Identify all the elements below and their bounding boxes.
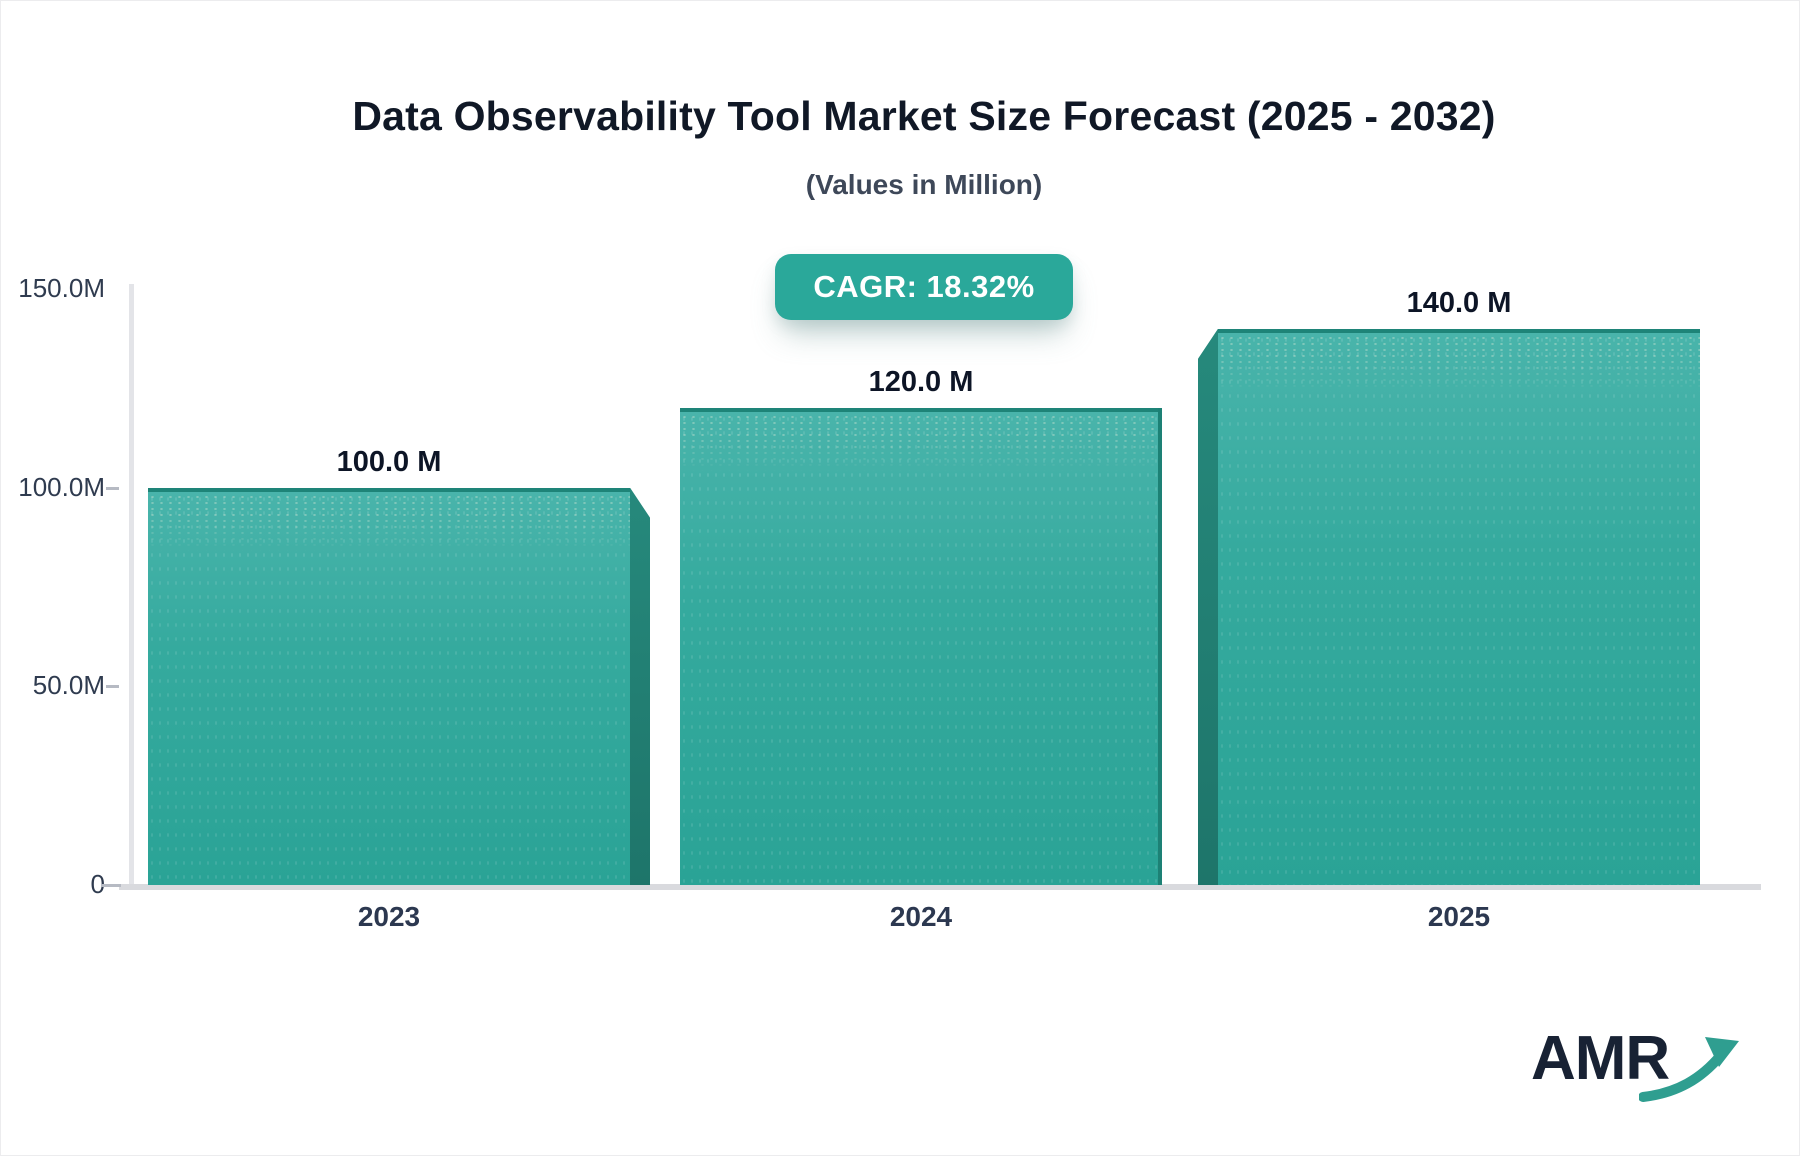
y-axis-tick-label: 100.0M [18,471,105,502]
bar-right-edge-line [1158,408,1162,885]
y-axis-tick-label: 0 [90,869,105,899]
bar-stipple-texture [680,414,1162,473]
cagr-badge: CAGR: 18.32% [775,254,1073,320]
bar-2023 [148,487,630,885]
y-axis-tick-dash [101,884,121,887]
y-axis-tick-dash [106,685,119,689]
bar-2025 [1218,328,1700,885]
bar-side-face [1198,328,1218,885]
bar-value-label: 100.0 M [336,445,442,478]
growth-arrow-icon [1639,1037,1739,1102]
x-axis-label: 2023 [357,901,421,932]
bar-value-label: 120.0 M [868,366,974,399]
y-axis-line [129,284,134,890]
x-axis-label: 2024 [889,901,953,932]
y-axis-tick-dash [106,486,119,490]
bar-stipple-texture [148,493,630,552]
x-axis-baseline [119,884,1761,890]
bar-side-face [630,487,650,885]
x-axis-label: 2025 [1427,901,1491,932]
bar-texture [148,491,630,885]
bar-texture [680,412,1162,885]
bar-2024 [680,408,1162,885]
bar-stipple-texture [1218,334,1700,393]
chart-title: Data Observability Tool Market Size Fore… [352,93,1496,139]
amr-logo: AMR [1531,1023,1741,1113]
cagr-badge-band: CAGR: 18.32% [47,254,1799,320]
bar-texture [1218,332,1700,885]
y-axis-tick-label: 50.0M [32,670,105,701]
y-axis-tick-label: 150.0M [18,273,105,303]
bar-value-label: 140.0 M [1406,286,1512,319]
amr-logo-text: AMR [1531,1024,1670,1093]
chart-subtitle: (Values in Million) [805,169,1043,200]
